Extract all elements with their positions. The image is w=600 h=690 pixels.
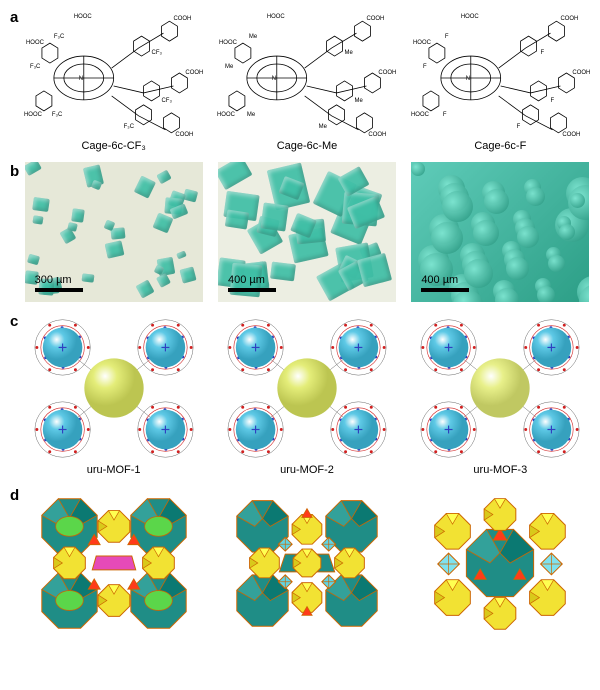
row-c: c uru-MOF-1 uru-MOF-2 uru-MOF-3 xyxy=(10,312,590,476)
svg-text:COOH: COOH xyxy=(369,132,387,138)
scalebar-label-2: 400 µm xyxy=(421,274,458,286)
svg-text:Me: Me xyxy=(225,64,234,70)
panel-label-d: d xyxy=(10,486,24,503)
col-a-0: COOH COOH COOH HOOC HOOC HOOC CF₃ CF₃ F₃… xyxy=(24,8,203,152)
row-b: b 300 µm 400 µm xyxy=(10,162,590,302)
caption-a-1: Cage-6c-Me xyxy=(277,140,338,152)
svg-text:Ni: Ni xyxy=(465,76,471,82)
scalebar-label-1: 400 µm xyxy=(228,274,265,286)
svg-text:COOH: COOH xyxy=(560,16,578,22)
topology-1 xyxy=(218,486,396,636)
caption-c-0: uru-MOF-1 xyxy=(87,464,141,476)
svg-text:COOH: COOH xyxy=(367,16,385,22)
svg-text:Ni: Ni xyxy=(272,76,278,82)
panel-label-b: b xyxy=(10,162,24,179)
panel-label-c: c xyxy=(10,312,24,329)
svg-text:F: F xyxy=(540,50,544,56)
svg-text:Ni: Ni xyxy=(79,76,85,82)
scalebar-label-0: 300 µm xyxy=(35,274,72,286)
svg-text:HOOC: HOOC xyxy=(413,40,432,46)
svg-text:Me: Me xyxy=(247,112,256,118)
cage-6c-f-structure: COOH COOH COOH HOOC HOOC HOOC F F F F F … xyxy=(411,8,590,138)
svg-text:Me: Me xyxy=(249,34,258,40)
svg-text:CF₃: CF₃ xyxy=(161,98,172,104)
uru-mof-3-structure xyxy=(411,312,589,462)
row-a: a xyxy=(10,8,590,152)
col-d-0 xyxy=(24,486,203,636)
uru-mof-1-structure xyxy=(25,312,203,462)
row-c-columns: uru-MOF-1 uru-MOF-2 uru-MOF-3 xyxy=(24,312,590,476)
svg-text:HOOC: HOOC xyxy=(460,14,479,20)
micrograph-1: 400 µm xyxy=(218,162,396,302)
micrograph-2: 400 µm xyxy=(411,162,589,302)
svg-text:Me: Me xyxy=(355,98,364,104)
svg-text:F₃C: F₃C xyxy=(52,112,63,118)
col-d-2 xyxy=(411,486,590,636)
row-d-columns xyxy=(24,486,590,636)
scalebar-0: 300 µm xyxy=(35,274,83,292)
scalebar-line-0 xyxy=(35,288,83,292)
uru-mof-2-structure xyxy=(218,312,396,462)
svg-text:F: F xyxy=(443,112,447,118)
col-a-2: COOH COOH COOH HOOC HOOC HOOC F F F F F … xyxy=(411,8,590,152)
figure: a xyxy=(0,0,600,648)
svg-text:F₃C: F₃C xyxy=(124,124,135,130)
svg-text:F₃C: F₃C xyxy=(54,34,65,40)
svg-text:COOH: COOH xyxy=(185,70,203,76)
caption-a-0: Cage-6c-CF₃ xyxy=(81,140,145,152)
svg-text:F: F xyxy=(516,124,520,130)
svg-text:HOOC: HOOC xyxy=(26,40,45,46)
svg-text:F: F xyxy=(445,34,449,40)
svg-text:COOH: COOH xyxy=(562,132,580,138)
panel-label-a: a xyxy=(10,8,24,25)
svg-text:HOOC: HOOC xyxy=(24,112,43,118)
scalebar-line-1 xyxy=(228,288,276,292)
col-c-2: uru-MOF-3 xyxy=(411,312,590,476)
scalebar-2: 400 µm xyxy=(421,274,469,292)
col-d-1 xyxy=(217,486,396,636)
col-b-1: 400 µm xyxy=(217,162,396,302)
svg-text:HOOC: HOOC xyxy=(219,40,238,46)
row-b-columns: 300 µm 400 µm 400 µm xyxy=(24,162,590,302)
micrograph-0: 300 µm xyxy=(25,162,203,302)
scalebar-line-2 xyxy=(421,288,469,292)
cage-6c-me-structure: COOH COOH COOH HOOC HOOC HOOC Me Me Me M… xyxy=(217,8,396,138)
svg-text:F: F xyxy=(423,64,427,70)
svg-text:HOOC: HOOC xyxy=(74,14,93,20)
caption-c-1: uru-MOF-2 xyxy=(280,464,334,476)
topology-0 xyxy=(25,486,203,636)
svg-text:HOOC: HOOC xyxy=(217,112,236,118)
col-b-0: 300 µm xyxy=(24,162,203,302)
col-c-0: uru-MOF-1 xyxy=(24,312,203,476)
col-a-1: COOH COOH COOH HOOC HOOC HOOC Me Me Me M… xyxy=(217,8,396,152)
col-c-1: uru-MOF-2 xyxy=(217,312,396,476)
svg-text:HOOC: HOOC xyxy=(411,112,430,118)
svg-text:HOOC: HOOC xyxy=(267,14,286,20)
svg-text:COOH: COOH xyxy=(379,70,397,76)
row-d: d xyxy=(10,486,590,636)
svg-text:COOH: COOH xyxy=(175,132,193,138)
svg-text:CF₃: CF₃ xyxy=(152,50,163,56)
svg-text:Me: Me xyxy=(345,50,354,56)
topology-2 xyxy=(411,486,589,636)
svg-text:F₃C: F₃C xyxy=(30,64,41,70)
svg-text:COOH: COOH xyxy=(572,70,590,76)
scalebar-1: 400 µm xyxy=(228,274,276,292)
row-a-columns: COOH COOH COOH HOOC HOOC HOOC CF₃ CF₃ F₃… xyxy=(24,8,590,152)
cage-6c-cf3-structure: COOH COOH COOH HOOC HOOC HOOC CF₃ CF₃ F₃… xyxy=(24,8,203,138)
caption-a-2: Cage-6c-F xyxy=(474,140,526,152)
caption-c-2: uru-MOF-3 xyxy=(473,464,527,476)
svg-text:Me: Me xyxy=(319,124,328,130)
svg-text:F: F xyxy=(550,98,554,104)
svg-text:COOH: COOH xyxy=(173,16,191,22)
col-b-2: 400 µm xyxy=(411,162,590,302)
